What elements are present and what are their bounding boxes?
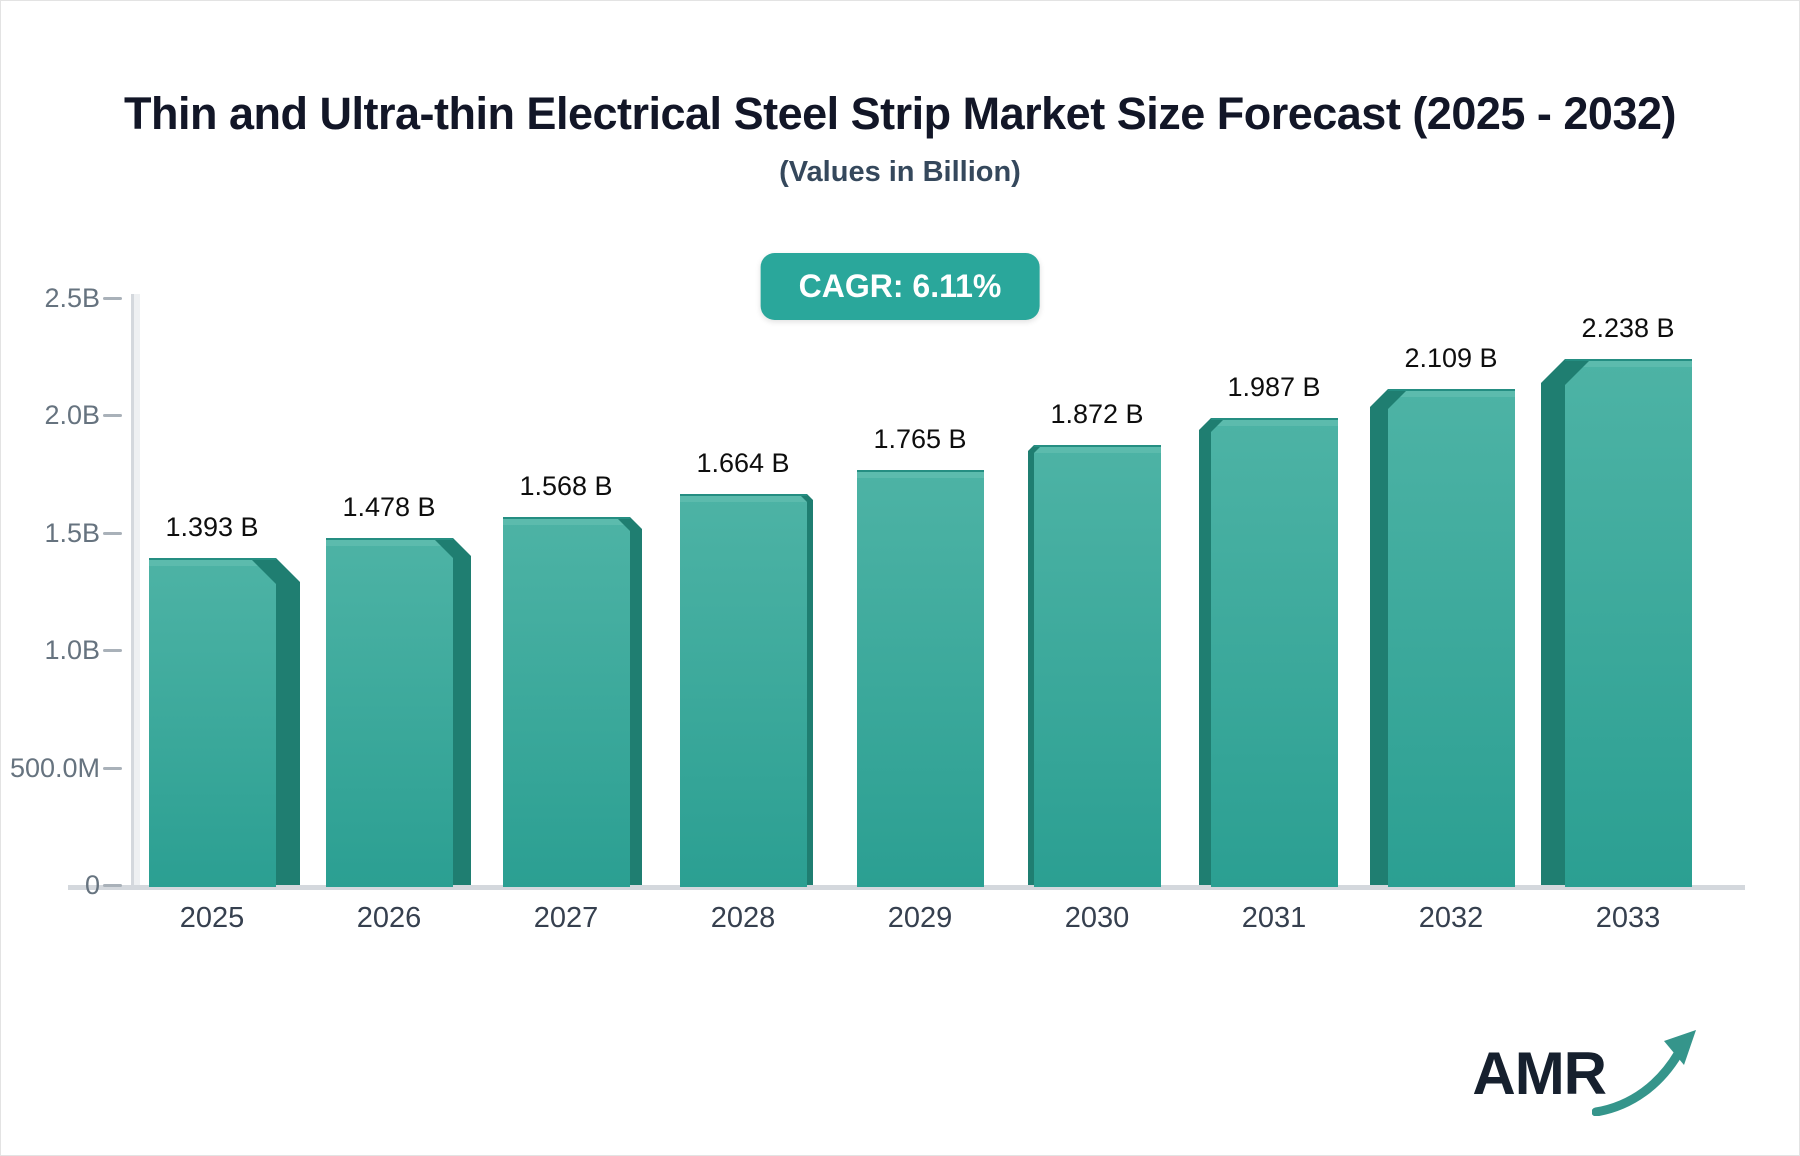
bar-2028[interactable] (680, 494, 807, 887)
bar-side-face (276, 558, 300, 885)
y-tick-mark (103, 884, 122, 887)
chart-subtitle: (Values in Billion) (779, 156, 1021, 188)
bar-top-face (857, 472, 984, 478)
bar-value-label: 1.987 B (1227, 372, 1321, 402)
bar-top-face (680, 496, 807, 502)
bar-side-face (1370, 389, 1388, 885)
y-tick-label: 0 (84, 870, 100, 900)
bar-corner-bevel (801, 496, 807, 502)
x-axis-label: 2033 (1595, 902, 1661, 934)
y-tick-label: 500.0M (9, 752, 100, 783)
bar-2025[interactable] (149, 558, 276, 887)
bar-corner-bevel (252, 560, 276, 584)
bar-value-label: 1.478 B (342, 492, 436, 522)
x-axis-label: 2030 (1064, 902, 1130, 934)
y-tick-label: 1.5B (44, 517, 100, 548)
bar-top-face (149, 560, 276, 566)
bar-2032[interactable] (1388, 389, 1515, 887)
bar-top-face (1034, 447, 1161, 453)
bar-2027[interactable] (503, 517, 630, 887)
x-axis-label: 2032 (1418, 902, 1484, 934)
y-axis-line (131, 294, 134, 890)
bar-value-label: 1.664 B (696, 448, 790, 478)
x-axis-label: 2025 (179, 902, 245, 934)
y-tick-mark (103, 649, 122, 652)
y-axis-wall (134, 294, 140, 890)
growth-arrow-icon (1592, 1030, 1696, 1116)
y-tick-label: 2.0B (44, 400, 100, 430)
x-axis-label: 2028 (710, 902, 776, 934)
bar-side-face (453, 538, 471, 885)
bar-value-label: 1.393 B (165, 512, 259, 542)
y-tick-mark (103, 766, 122, 770)
x-axis-label: 2026 (356, 902, 422, 934)
x-axis-label: 2031 (1241, 902, 1307, 934)
bar-2026[interactable] (326, 538, 453, 887)
chart-header: Thin and Ultra-thin Electrical Steel Str… (0, 88, 1800, 189)
bar-value-label: 1.765 B (873, 424, 967, 454)
bar-value-label: 2.238 B (1581, 313, 1675, 343)
x-axis-label: 2027 (533, 902, 599, 934)
bar-2033[interactable] (1565, 359, 1692, 887)
bar-corner-bevel (1034, 447, 1040, 453)
bar-top-face (1565, 361, 1692, 367)
bar-top-face (1211, 420, 1338, 426)
cagr-badge: CAGR: 6.11% (760, 253, 1040, 320)
bar-top-face (326, 540, 453, 546)
y-tick-label: 2.5B (44, 282, 100, 313)
bar-value-label: 2.109 B (1404, 343, 1498, 373)
bar-side-face (630, 517, 642, 885)
amr-logo: AMR (1472, 1024, 1704, 1116)
x-axis-label: 2029 (887, 902, 953, 934)
y-tick-mark (103, 531, 122, 535)
bar-corner-bevel (618, 519, 630, 531)
bar-corner-bevel (435, 540, 453, 558)
bar-2029[interactable] (857, 470, 984, 887)
bar-side-face (1199, 418, 1211, 885)
bar-side-face (1541, 359, 1565, 885)
bar-side-face (807, 494, 813, 885)
bar-side-face (1028, 445, 1034, 885)
bar-2031[interactable] (1211, 418, 1338, 887)
bar-value-label: 1.568 B (519, 471, 613, 501)
y-tick-mark (103, 296, 122, 300)
bar-top-face (503, 519, 630, 525)
x-axis-line (68, 885, 1745, 890)
bar-corner-bevel (1211, 420, 1223, 432)
bar-value-label: 1.872 B (1050, 399, 1144, 429)
bar-top-face (1388, 391, 1515, 397)
y-tick-label: 1.0B (44, 635, 100, 665)
amr-logo-text: AMR (1472, 1040, 1607, 1107)
y-tick-mark (103, 414, 122, 417)
chart-title: Thin and Ultra-thin Electrical Steel Str… (123, 88, 1677, 139)
bar-2030[interactable] (1034, 445, 1161, 887)
